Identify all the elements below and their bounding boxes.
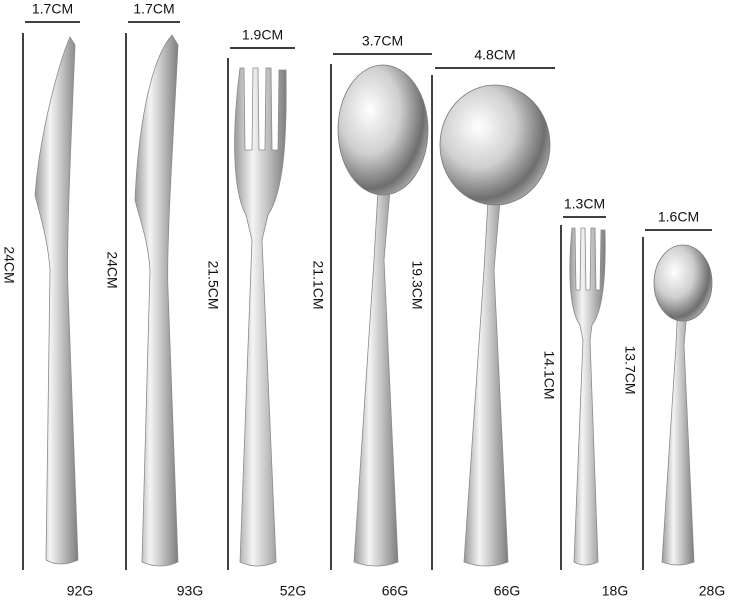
length-label: 13.7CM	[622, 345, 638, 394]
length-label: 21.1CM	[310, 260, 326, 309]
width-label: 1.7CM	[32, 1, 73, 17]
fork	[234, 67, 287, 567]
length-label: 19.3CM	[409, 260, 425, 309]
length-label: 24CM	[1, 246, 17, 283]
knife	[134, 34, 179, 567]
length-label: 21.5CM	[205, 260, 221, 309]
small-fork	[569, 227, 606, 566]
length-label: 24CM	[104, 251, 120, 288]
soup-spoon-bowl	[439, 84, 551, 206]
length-label: 14.1CM	[541, 350, 557, 399]
knife	[34, 36, 79, 565]
width-label: 4.8CM	[474, 47, 515, 63]
width-label: 1.7CM	[133, 1, 174, 17]
weight-label: 52G	[280, 583, 306, 599]
width-label: 1.3CM	[564, 196, 605, 212]
small-spoon-handle	[661, 299, 695, 566]
width-label: 1.9CM	[242, 27, 283, 43]
width-label: 3.7CM	[362, 33, 403, 49]
spoon-handle	[353, 189, 399, 567]
weight-label: 92G	[67, 583, 93, 599]
weight-label: 93G	[177, 583, 203, 599]
weight-label: 28G	[699, 583, 725, 599]
weight-label: 18G	[602, 583, 628, 599]
spoon-bowl	[337, 64, 429, 196]
weight-label: 66G	[494, 583, 520, 599]
width-label: 1.6CM	[658, 209, 699, 225]
weight-label: 66G	[382, 583, 408, 599]
small-spoon-bowl	[653, 244, 713, 322]
soup-spoon-handle	[463, 199, 509, 567]
